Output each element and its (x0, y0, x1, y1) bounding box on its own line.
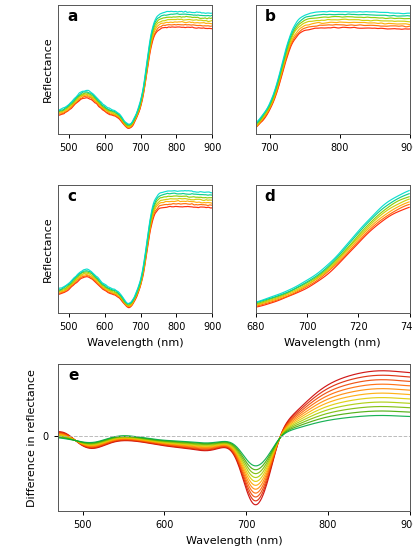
Y-axis label: Difference in reflectance: Difference in reflectance (27, 369, 37, 507)
Text: d: d (264, 189, 275, 203)
Y-axis label: Reflectance: Reflectance (42, 37, 52, 102)
Y-axis label: Reflectance: Reflectance (42, 216, 52, 282)
X-axis label: Wavelength (nm): Wavelength (nm) (87, 337, 183, 347)
X-axis label: Wavelength (nm): Wavelength (nm) (284, 337, 380, 347)
X-axis label: Wavelength (nm): Wavelength (nm) (185, 536, 282, 546)
Text: a: a (67, 9, 77, 24)
Text: e: e (69, 369, 79, 383)
Text: b: b (264, 9, 275, 24)
Text: c: c (67, 189, 76, 203)
